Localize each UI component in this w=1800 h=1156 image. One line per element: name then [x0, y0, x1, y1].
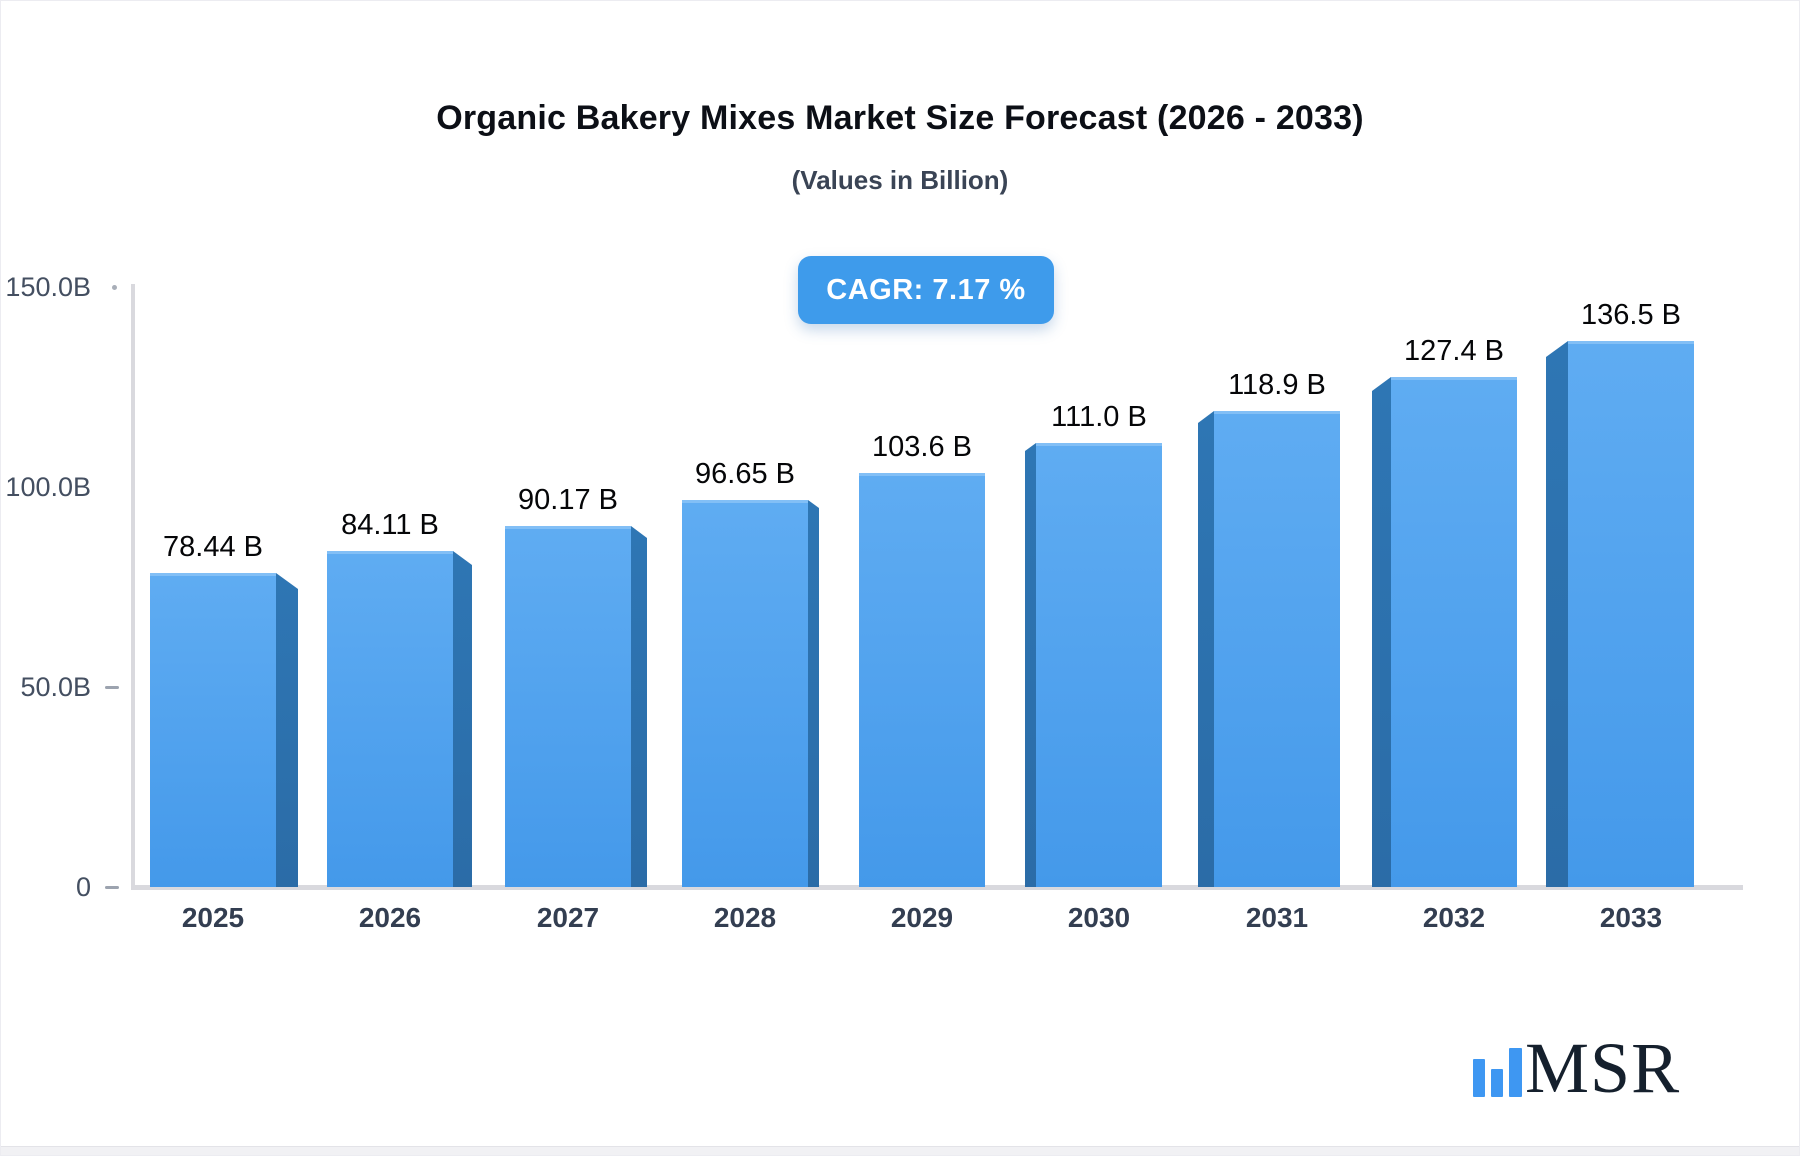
bar-2026: [327, 551, 453, 887]
bar-value-label-2026: 84.11 B: [341, 509, 439, 541]
chart-title: Organic Bakery Mixes Market Size Forecas…: [436, 99, 1364, 137]
bar-2029: [859, 473, 985, 887]
x-axis-label-2030: 2030: [1067, 902, 1131, 933]
x-axis-line: [131, 885, 1743, 890]
bar-value-label-2032: 127.4 B: [1404, 335, 1504, 367]
y-axis-tick-label: 150.0B: [5, 272, 91, 302]
chart-subtitle: (Values in Billion): [791, 165, 1009, 195]
bar-2027: [505, 526, 631, 887]
x-axis-label-2031: 2031: [1245, 902, 1309, 933]
bar-side-face-2025: [276, 573, 298, 887]
bar-side-face-2032: [1372, 377, 1391, 887]
bar-side-face-2028: [808, 500, 819, 887]
bar-side-face-2027: [631, 526, 647, 887]
x-axis-label-2026: 2026: [358, 902, 422, 933]
bar-side-face-2026: [453, 551, 472, 887]
bar-2030: [1036, 443, 1162, 887]
cagr-badge-label: CAGR: 7.17 %: [826, 273, 1026, 306]
bar-side-face-2030: [1025, 443, 1036, 887]
mini-bar-chart-icon: [1473, 1059, 1485, 1097]
logo-text: MSR: [1525, 1028, 1681, 1108]
mini-bar-chart-icon: [1491, 1069, 1503, 1097]
x-axis-label-2033: 2033: [1599, 902, 1663, 933]
bar-value-label-2033: 136.5 B: [1581, 299, 1681, 331]
y-axis-tick-label: 50.0B: [20, 672, 91, 702]
bar-2033: [1568, 341, 1694, 887]
y-axis-tick-label: 100.0B: [5, 472, 91, 502]
x-axis-label-2029: 2029: [890, 902, 954, 933]
bar-2031: [1214, 411, 1340, 887]
bar-value-label-2029: 103.6 B: [872, 431, 972, 463]
mini-bar-chart-icon: [1509, 1048, 1522, 1097]
bar-2025: [150, 573, 276, 887]
bar-side-face-2031: [1198, 411, 1214, 887]
cagr-badge: CAGR: 7.17 %: [798, 256, 1054, 324]
bar-2032: [1391, 377, 1517, 887]
bar-value-label-2028: 96.65 B: [695, 458, 795, 490]
bar-value-label-2030: 111.0 B: [1051, 401, 1147, 433]
x-axis-label-2027: 2027: [536, 902, 600, 933]
bar-2028: [682, 500, 808, 887]
bar-value-label-2025: 78.44 B: [163, 531, 263, 563]
x-axis-label-2032: 2032: [1422, 902, 1486, 933]
y-axis-line: [131, 284, 135, 890]
y-axis-tick-label: 0: [75, 872, 91, 902]
page-bottom-edge: [1, 1146, 1799, 1155]
msr-logo: MSR: [1471, 1028, 1721, 1108]
bar-value-label-2027: 90.17 B: [518, 484, 618, 516]
y-axis-tick-mark: [112, 285, 117, 290]
x-axis-label-2028: 2028: [713, 902, 777, 933]
y-axis-tick-mark: [105, 886, 119, 889]
bar-side-face-2033: [1546, 341, 1568, 887]
y-axis-tick-mark: [105, 686, 119, 689]
x-axis-label-2025: 2025: [181, 902, 245, 933]
bar-value-label-2031: 118.9 B: [1228, 369, 1326, 401]
